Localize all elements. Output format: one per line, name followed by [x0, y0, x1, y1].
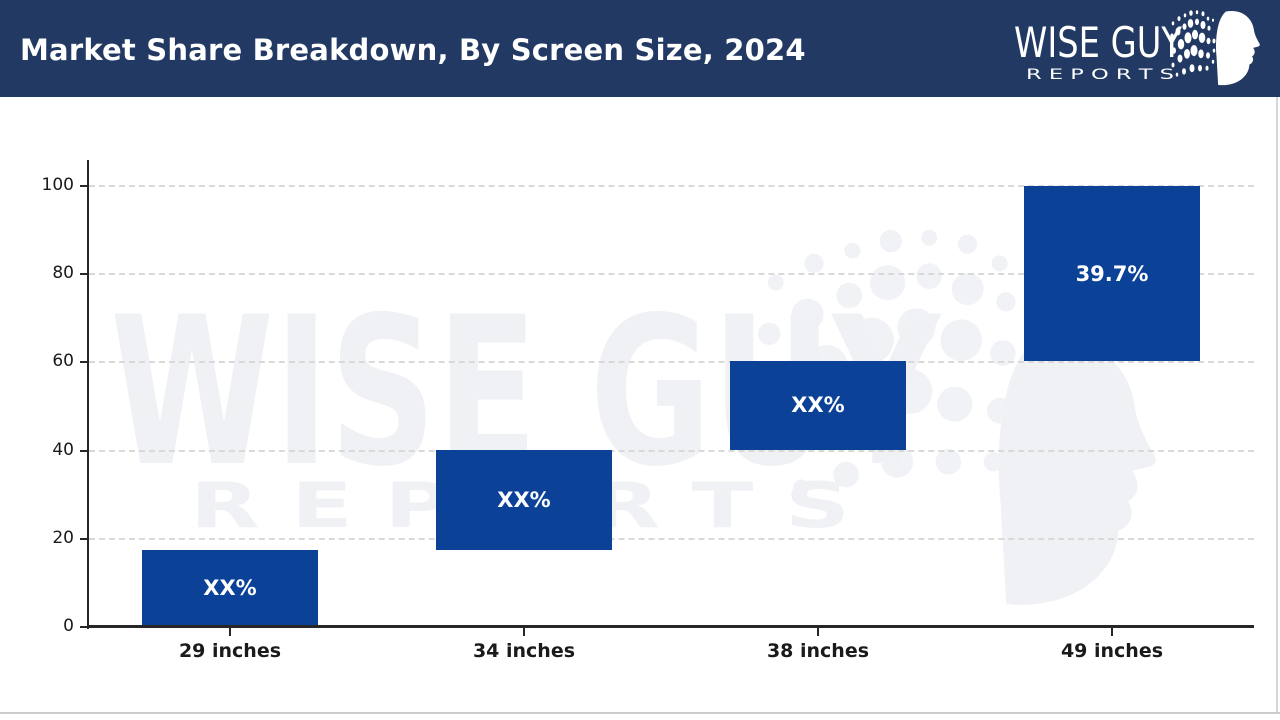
y-tick-40 [80, 449, 88, 452]
x-category-label: 34 inches [472, 640, 576, 662]
bar-value-label: 39.7% [1075, 261, 1149, 286]
gridline-80 [89, 273, 1254, 276]
y-tick-60 [80, 361, 88, 364]
bar-34-inches: XX% [436, 449, 612, 550]
x-tick-0 [229, 628, 231, 636]
plot-area: 0 20 40 60 80 100 XX% 29 inches XX% 34 inches XX% 3… [0, 97, 1280, 713]
bar-value-label: XX% [497, 487, 551, 512]
y-tick-label-100: 100 [41, 175, 74, 195]
logo-face-icon [1216, 10, 1260, 86]
y-tick-label-40: 40 [52, 439, 74, 460]
x-category-label: 38 inches [766, 640, 870, 662]
y-tick-label-20: 20 [52, 527, 74, 548]
bar-49-inches: 39.7% [1024, 186, 1200, 362]
x-tick-1 [523, 628, 525, 636]
gridline-100 [89, 185, 1254, 187]
y-tick-label-0: 0 [63, 616, 74, 636]
gridline-60 [89, 361, 1254, 364]
wise-guy-reports-logo: WISE GUY R E P O R T S [1014, 10, 1260, 86]
x-tick-2 [817, 628, 819, 636]
x-category-label: 49 inches [1060, 640, 1164, 662]
bar-38-inches: XX% [730, 361, 906, 450]
x-axis-line [87, 625, 1254, 628]
y-tick-0 [80, 626, 88, 628]
logo-wordmark: WISE GUY [1014, 18, 1182, 67]
y-tick-20 [80, 537, 88, 540]
y-tick-80 [80, 273, 88, 276]
gridline-20 [89, 537, 1254, 540]
gridline-40 [89, 449, 1254, 452]
x-tick-3 [1111, 628, 1113, 636]
frame-bottom-border [0, 712, 1280, 714]
frame-right-border [1276, 97, 1278, 712]
x-category-label: 29 inches [178, 640, 282, 662]
header-bar: Market Share Breakdown, By Screen Size, … [0, 0, 1280, 97]
watermark-face-icon [998, 338, 1156, 605]
y-tick-100 [80, 185, 88, 187]
bar-29-inches: XX% [142, 549, 318, 627]
chart-title: Market Share Breakdown, By Screen Size, … [20, 33, 806, 67]
logo-subtext: R E P O R T S [1026, 67, 1174, 83]
bar-value-label: XX% [791, 393, 845, 418]
y-tick-label-60: 60 [52, 351, 74, 372]
y-tick-label-80: 80 [52, 263, 74, 284]
y-axis-line [87, 160, 89, 629]
bar-value-label: XX% [203, 576, 257, 601]
